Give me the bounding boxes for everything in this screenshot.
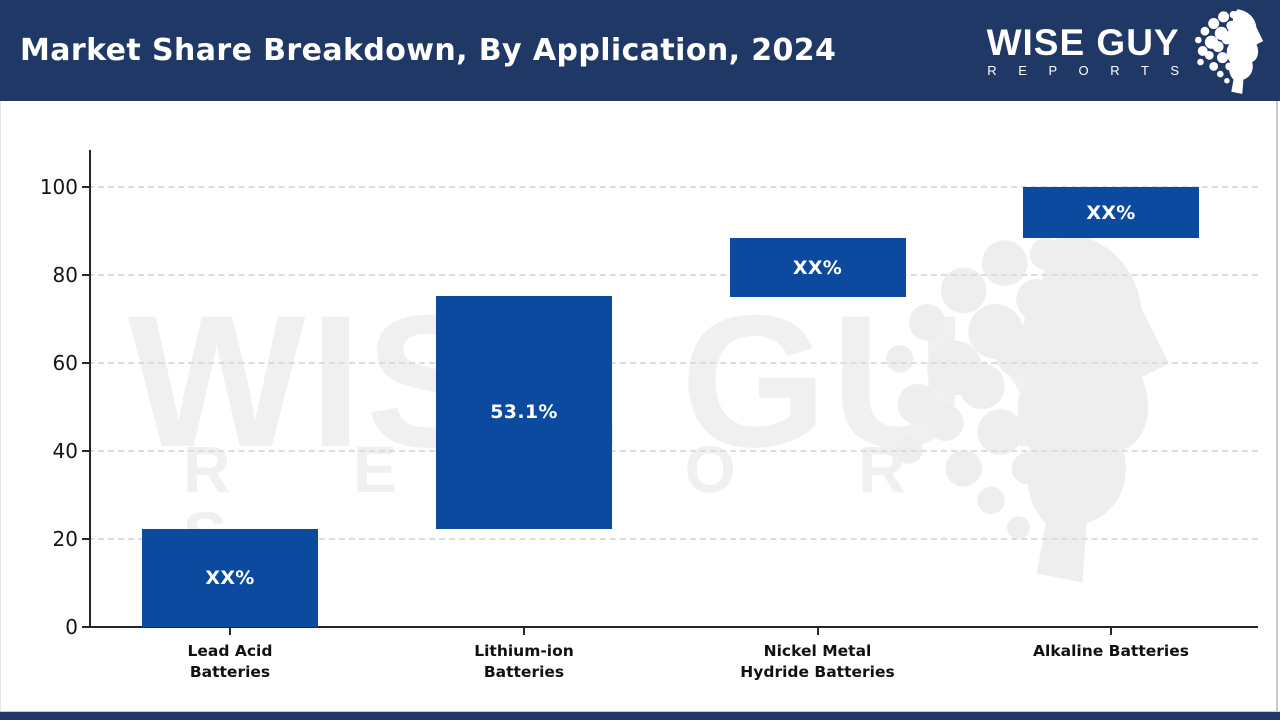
x-axis-tick-1 <box>523 628 525 635</box>
x-category-label-line: Batteries <box>483 663 565 681</box>
bar-value-label-3: XX% <box>1086 201 1136 224</box>
x-axis-tick-0 <box>229 628 231 635</box>
bar-2: XX% <box>729 237 906 298</box>
logo-head-icon <box>1195 9 1264 94</box>
logo-wordmark: WISE GUY <box>986 21 1180 63</box>
bottom-border-line <box>0 711 1280 712</box>
gridline-100 <box>88 186 1258 188</box>
y-axis-label-100: 100 <box>39 175 78 199</box>
x-category-label-line: Batteries <box>189 663 271 681</box>
gridline-60 <box>88 362 1258 364</box>
x-category-label-line: Hydride Batteries <box>740 663 895 681</box>
x-axis-line <box>88 626 1258 628</box>
x-category-label-2: Nickel Metal Hydride Batteries <box>678 641 958 683</box>
x-category-label-line: Lead Acid <box>187 642 273 660</box>
x-category-label-line: Alkaline Batteries <box>1033 642 1189 660</box>
y-axis-tick-0 <box>82 626 90 628</box>
y-axis-tick-80 <box>82 274 90 276</box>
x-axis-tick-2 <box>816 628 819 635</box>
gridline-20 <box>88 538 1258 540</box>
watermark-head-icon <box>886 231 1169 583</box>
header-bar: Market Share Breakdown, By Application, … <box>0 0 1280 101</box>
x-category-label-line: Lithium-ion <box>474 642 574 660</box>
left-border <box>0 101 1 712</box>
y-axis-tick-40 <box>82 450 90 452</box>
bar-value-label-1: 53.1% <box>490 401 558 424</box>
y-axis-label-60: 60 <box>52 351 78 375</box>
y-axis-label-0: 0 <box>65 615 78 639</box>
bar-3: XX% <box>1023 187 1199 239</box>
x-category-label-0: Lead Acid Batteries <box>90 641 370 683</box>
footer-bar <box>0 712 1280 720</box>
x-category-label-line: Nickel Metal <box>763 642 872 660</box>
y-axis-tick-20 <box>82 538 90 540</box>
y-axis-label-80: 80 <box>52 263 78 287</box>
bar-0: XX% <box>142 529 318 627</box>
right-border <box>1276 101 1278 712</box>
x-category-label-3: Alkaline Batteries <box>971 641 1251 662</box>
y-axis-label-20: 20 <box>52 527 78 551</box>
x-axis-tick-3 <box>1110 628 1112 635</box>
y-axis-tick-60 <box>82 362 90 364</box>
chart-title: Market Share Breakdown, By Application, … <box>20 33 837 68</box>
wise-guy-reports-logo: WISE GUY R E P O R T S <box>978 6 1272 96</box>
logo-subtitle: R E P O R T S <box>987 63 1188 79</box>
bar-1: 53.1% <box>436 295 612 530</box>
x-category-label-1: Lithium-ion Batteries <box>384 641 664 683</box>
y-axis-label-40: 40 <box>52 439 78 463</box>
gridline-80 <box>88 274 1258 276</box>
y-axis-line <box>89 150 91 628</box>
bar-value-label-0: XX% <box>205 567 255 590</box>
y-axis-tick-100 <box>82 186 90 188</box>
gridline-40 <box>88 450 1258 452</box>
bar-value-label-2: XX% <box>792 256 843 279</box>
